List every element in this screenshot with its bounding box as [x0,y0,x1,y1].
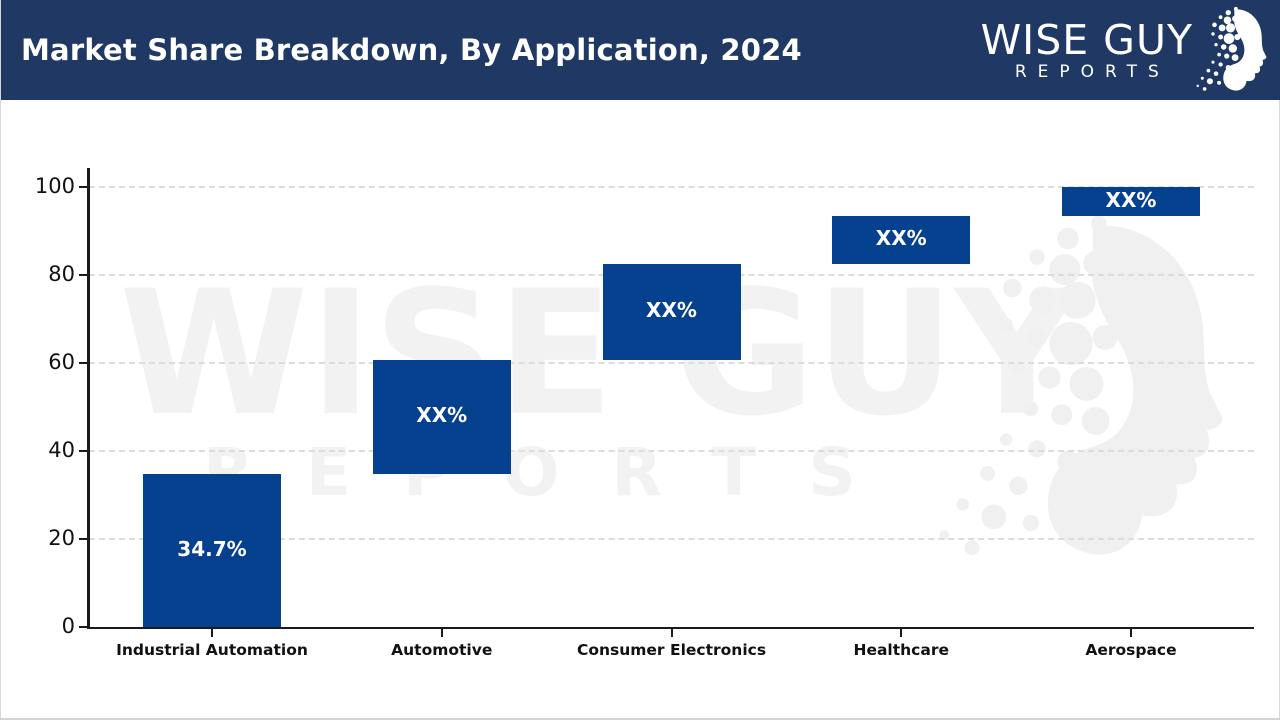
gridline-20 [89,538,1254,540]
category-label-2: Consumer Electronics [576,641,767,659]
bar-value-label: XX% [875,225,927,250]
y-tick-40 [79,450,88,452]
x-tick-2 [670,629,673,637]
y-tick-0 [79,626,88,628]
y-tick-label-20: 20 [48,526,75,550]
y-tick-label-40: 40 [48,438,75,462]
y-tick-20 [79,538,88,540]
x-tick-3 [900,629,903,637]
x-tick-1 [440,629,443,637]
bar-value-label: 34.7% [177,536,247,561]
bar-value-label: XX% [1105,187,1157,212]
bar-aerospace: XX% [1062,187,1200,217]
logo-line2: REPORTS [1014,61,1170,82]
header-bar: Market Share Breakdown, By Application, … [1,0,1280,100]
y-tick-80 [79,274,88,276]
logo-line1: WISE GUY [980,15,1193,64]
y-tick-label-80: 80 [48,262,75,286]
y-tick-label-60: 60 [48,350,75,374]
y-tick-60 [79,362,88,364]
x-tick-0 [211,629,213,637]
bar-industrial-automation: 34.7% [143,474,281,627]
bar-automotive: XX% [372,359,511,475]
gridline-60 [89,362,1254,364]
bar-value-label: XX% [646,297,697,322]
category-label-0: Industrial Automation [116,641,308,659]
gridline-40 [89,450,1254,452]
x-axis [87,626,1254,629]
y-tick-label-100: 100 [34,174,75,198]
y-axis [87,168,90,629]
logo-wordmark: WISE GUY REPORTS [980,15,1193,82]
y-tick-label-0: 0 [61,614,75,638]
y-tick-100 [79,186,88,188]
chart-title: Market Share Breakdown, By Application, … [21,33,802,67]
category-label-1: Automotive [391,641,493,659]
category-label-4: Aerospace [1085,641,1177,659]
wise-guy-reports-logo: WISE GUY REPORTS [981,5,1271,95]
gridline-100 [89,186,1254,188]
x-tick-4 [1130,629,1132,637]
category-label-3: Healthcare [853,641,949,659]
bar-consumer-electronics: XX% [602,264,741,360]
bar-healthcare: XX% [832,216,971,264]
bar-value-label: XX% [416,403,468,428]
